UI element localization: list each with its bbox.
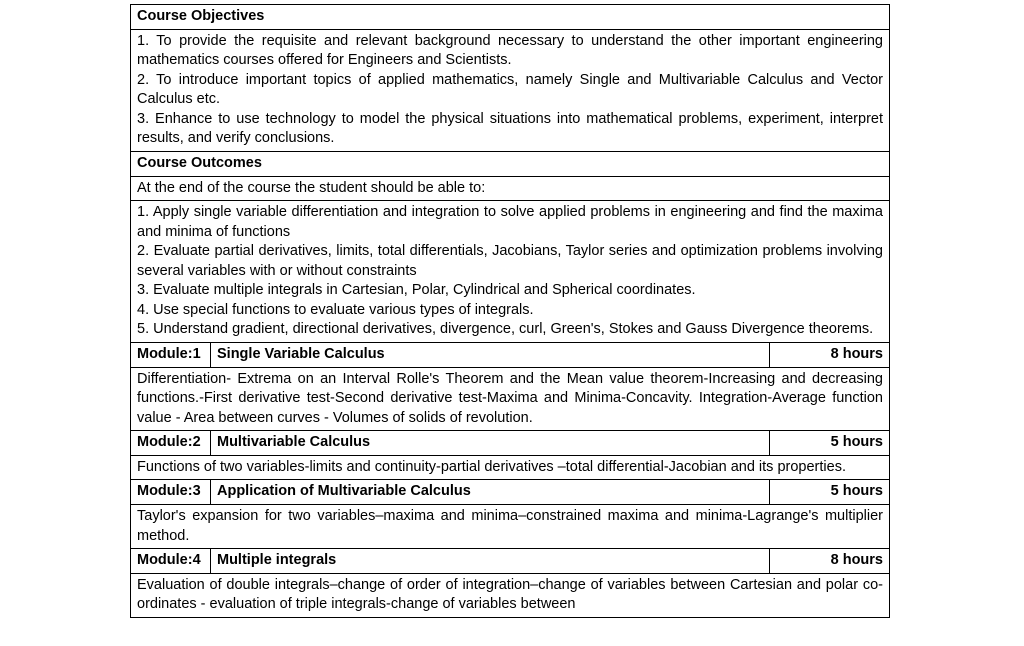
- table-row: Differentiation- Extrema on an Interval …: [131, 367, 890, 431]
- module-body: Evaluation of double integrals–change of…: [131, 573, 890, 617]
- table-row: Taylor's expansion for two variables–max…: [131, 504, 890, 548]
- syllabus-table: Course Objectives 1. To provide the requ…: [130, 4, 890, 618]
- outcomes-intro: At the end of the course the student sho…: [131, 176, 890, 201]
- module-hours: 5 hours: [769, 480, 889, 505]
- module-label: Module:3: [131, 480, 211, 505]
- table-row: Course Objectives: [131, 5, 890, 30]
- module-label: Module:2: [131, 431, 211, 456]
- module-hours: 8 hours: [769, 343, 889, 368]
- module-label: Module:4: [131, 549, 211, 574]
- module-row: Module:3 Application of Multivariable Ca…: [131, 480, 890, 505]
- table-row: At the end of the course the student sho…: [131, 176, 890, 201]
- module-label: Module:1: [131, 343, 211, 368]
- module-title: Single Variable Calculus: [211, 343, 770, 368]
- module-body: Taylor's expansion for two variables–max…: [131, 504, 890, 548]
- table-row: Course Outcomes: [131, 151, 890, 176]
- outcomes-header: Course Outcomes: [131, 151, 890, 176]
- module-row: Module:2 Multivariable Calculus 5 hours: [131, 431, 890, 456]
- module-title: Multivariable Calculus: [211, 431, 770, 456]
- table-row: 1. To provide the requisite and relevant…: [131, 29, 890, 151]
- module-hours: 8 hours: [769, 549, 889, 574]
- table-row: Functions of two variables-limits and co…: [131, 455, 890, 480]
- module-hours: 5 hours: [769, 431, 889, 456]
- module-row: Module:1 Single Variable Calculus 8 hour…: [131, 343, 890, 368]
- outcomes-body: 1. Apply single variable differentiation…: [131, 201, 890, 343]
- module-body: Functions of two variables-limits and co…: [131, 455, 890, 480]
- module-row: Module:4 Multiple integrals 8 hours: [131, 549, 890, 574]
- objectives-header: Course Objectives: [131, 5, 890, 30]
- table-row: Evaluation of double integrals–change of…: [131, 573, 890, 617]
- module-body: Differentiation- Extrema on an Interval …: [131, 367, 890, 431]
- table-row: 1. Apply single variable differentiation…: [131, 201, 890, 343]
- module-title: Application of Multivariable Calculus: [211, 480, 770, 505]
- module-title: Multiple integrals: [211, 549, 770, 574]
- objectives-body: 1. To provide the requisite and relevant…: [131, 29, 890, 151]
